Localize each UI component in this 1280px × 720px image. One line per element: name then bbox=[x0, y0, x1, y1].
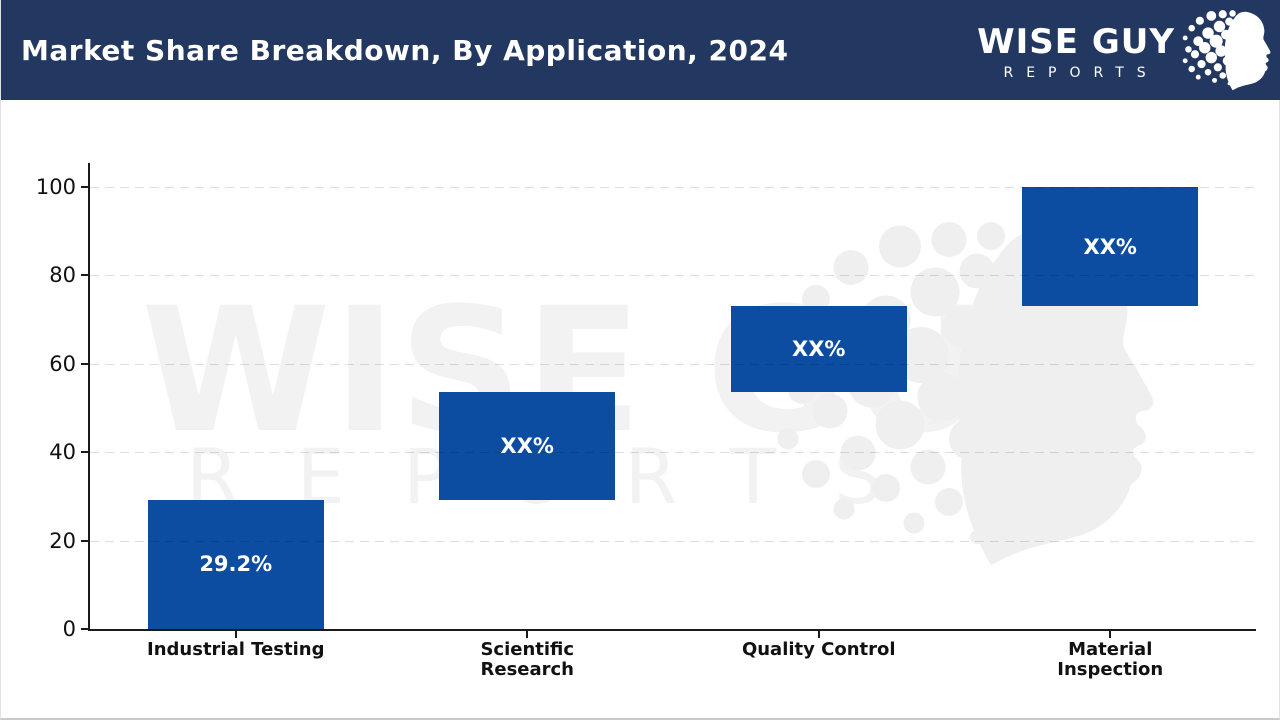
y-axis-line bbox=[88, 163, 90, 631]
gridline-60 bbox=[90, 363, 1256, 365]
wise-guy-reports-logo: WISE GUY REPORTS bbox=[977, 8, 1275, 94]
x-axis-line bbox=[88, 629, 1256, 631]
y-axis-tick-0 bbox=[81, 628, 89, 630]
logo-wise-guy-label: WISE GUY bbox=[977, 22, 1175, 62]
gridline-20 bbox=[90, 540, 1256, 542]
y-tick-label-60: 60 bbox=[49, 351, 76, 376]
bar-value-label-industrial-testing: 29.2% bbox=[199, 552, 273, 577]
gridline-40 bbox=[90, 452, 1256, 454]
bar-value-label-scientific-research: XX% bbox=[500, 434, 554, 458]
bar-value-label-material-inspection: XX% bbox=[1083, 234, 1137, 259]
y-tick-label-0: 0 bbox=[62, 617, 76, 641]
logo-text: WISE GUY REPORTS bbox=[977, 22, 1175, 81]
header-bar: Market Share Breakdown, By Application, … bbox=[1, 0, 1280, 100]
y-axis-tick-20 bbox=[81, 539, 89, 542]
y-axis-tick-40 bbox=[81, 451, 89, 454]
y-axis-tick-80 bbox=[81, 274, 89, 277]
x-tick-label-material-inspection: Material Inspection bbox=[1057, 639, 1164, 680]
x-axis-tick-industrial-testing bbox=[234, 630, 237, 638]
y-tick-label-20: 20 bbox=[49, 528, 76, 553]
bar-quality-control bbox=[730, 306, 907, 393]
logo-reports-label: REPORTS bbox=[1003, 65, 1159, 81]
x-axis-tick-material-inspection bbox=[1109, 630, 1112, 638]
x-tick-label-scientific-research: Scientific Research bbox=[480, 639, 575, 680]
bar-material-inspection bbox=[1022, 187, 1199, 307]
page-title: Market Share Breakdown, By Application, … bbox=[21, 34, 789, 67]
bar-value-label-quality-control: XX% bbox=[792, 337, 846, 362]
x-tick-label-quality-control: Quality Control bbox=[741, 639, 896, 660]
x-tick-label-industrial-testing: Industrial Testing bbox=[147, 639, 325, 660]
gridline-100 bbox=[90, 187, 1256, 188]
bar-scientific-research bbox=[439, 392, 616, 500]
y-axis-tick-60 bbox=[81, 362, 89, 365]
logo-dot-face-icon bbox=[1182, 10, 1271, 91]
y-tick-label-100: 100 bbox=[35, 175, 76, 199]
x-axis-tick-quality-control bbox=[817, 630, 820, 638]
y-tick-label-40: 40 bbox=[49, 440, 76, 465]
bar-industrial-testing bbox=[147, 499, 324, 629]
gridline-80 bbox=[90, 275, 1256, 277]
x-axis-tick-scientific-research bbox=[526, 630, 529, 638]
y-axis-tick-100 bbox=[81, 186, 89, 188]
y-tick-label-80: 80 bbox=[49, 263, 76, 288]
